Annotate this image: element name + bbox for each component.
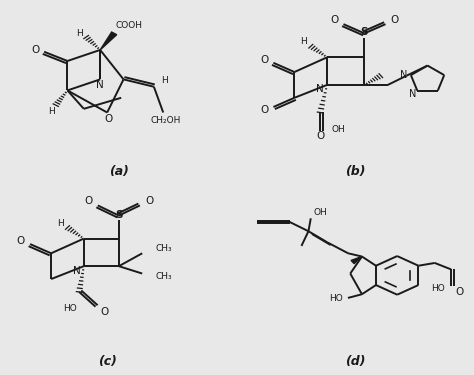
Text: O: O <box>391 15 399 25</box>
Text: OH: OH <box>332 126 346 135</box>
Text: N: N <box>400 70 408 80</box>
Text: O: O <box>455 287 464 297</box>
Polygon shape <box>100 32 117 50</box>
Text: OH: OH <box>313 209 327 218</box>
Text: H: H <box>301 37 307 46</box>
Text: O: O <box>316 131 324 141</box>
Text: O: O <box>260 55 268 65</box>
Text: CH₂OH: CH₂OH <box>150 116 181 125</box>
Text: N: N <box>73 266 81 276</box>
Text: (c): (c) <box>98 356 117 368</box>
Polygon shape <box>351 256 362 264</box>
Text: O: O <box>145 196 153 206</box>
Text: O: O <box>104 114 112 124</box>
Text: HO: HO <box>431 284 445 293</box>
Text: H: H <box>161 76 168 85</box>
Text: O: O <box>260 105 268 115</box>
Text: (b): (b) <box>345 165 365 178</box>
Text: (a): (a) <box>109 165 129 178</box>
Text: COOH: COOH <box>115 21 142 30</box>
Text: O: O <box>32 45 40 55</box>
Text: H: H <box>48 107 55 116</box>
Text: O: O <box>330 15 338 25</box>
Text: S: S <box>115 210 123 220</box>
Text: N: N <box>96 80 104 90</box>
Text: S: S <box>361 27 368 36</box>
Text: (d): (d) <box>345 356 365 368</box>
Text: O: O <box>84 196 92 206</box>
Text: H: H <box>57 219 64 228</box>
Text: CH₃: CH₃ <box>155 272 172 281</box>
Text: N: N <box>316 84 324 94</box>
Text: HO: HO <box>329 294 343 303</box>
Text: O: O <box>17 236 25 246</box>
Text: H: H <box>76 29 82 38</box>
Text: CH₃: CH₃ <box>155 244 172 253</box>
Text: HO: HO <box>63 304 77 313</box>
Text: O: O <box>100 307 109 317</box>
Text: N: N <box>409 89 416 99</box>
